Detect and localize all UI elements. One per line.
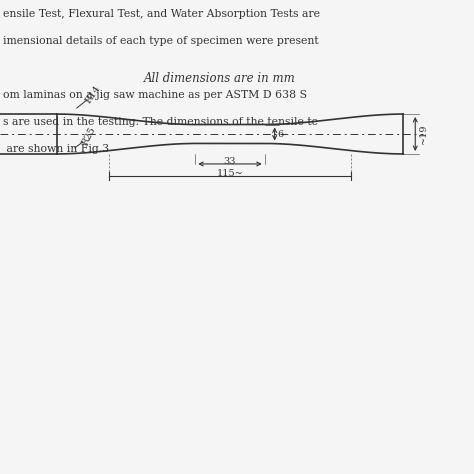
Text: s are used in the testing. The dimensions of the tensile te: s are used in the testing. The dimension… [3, 117, 318, 127]
Text: R25: R25 [80, 125, 97, 147]
Text: ~19: ~19 [419, 124, 428, 144]
Text: 33: 33 [224, 157, 236, 166]
Text: ensile Test, Flexural Test, and Water Absorption Tests are: ensile Test, Flexural Test, and Water Ab… [3, 9, 320, 19]
Text: 6: 6 [278, 129, 284, 138]
Text: om laminas on a jig saw machine as per ASTM D 638 S: om laminas on a jig saw machine as per A… [3, 90, 307, 100]
Text: imensional details of each type of specimen were present: imensional details of each type of speci… [3, 36, 319, 46]
Text: are shown in Fig.3: are shown in Fig.3 [3, 144, 109, 154]
Text: 115~: 115~ [217, 169, 243, 178]
Text: R14: R14 [83, 83, 102, 105]
Text: All dimensions are in mm: All dimensions are in mm [144, 72, 296, 85]
